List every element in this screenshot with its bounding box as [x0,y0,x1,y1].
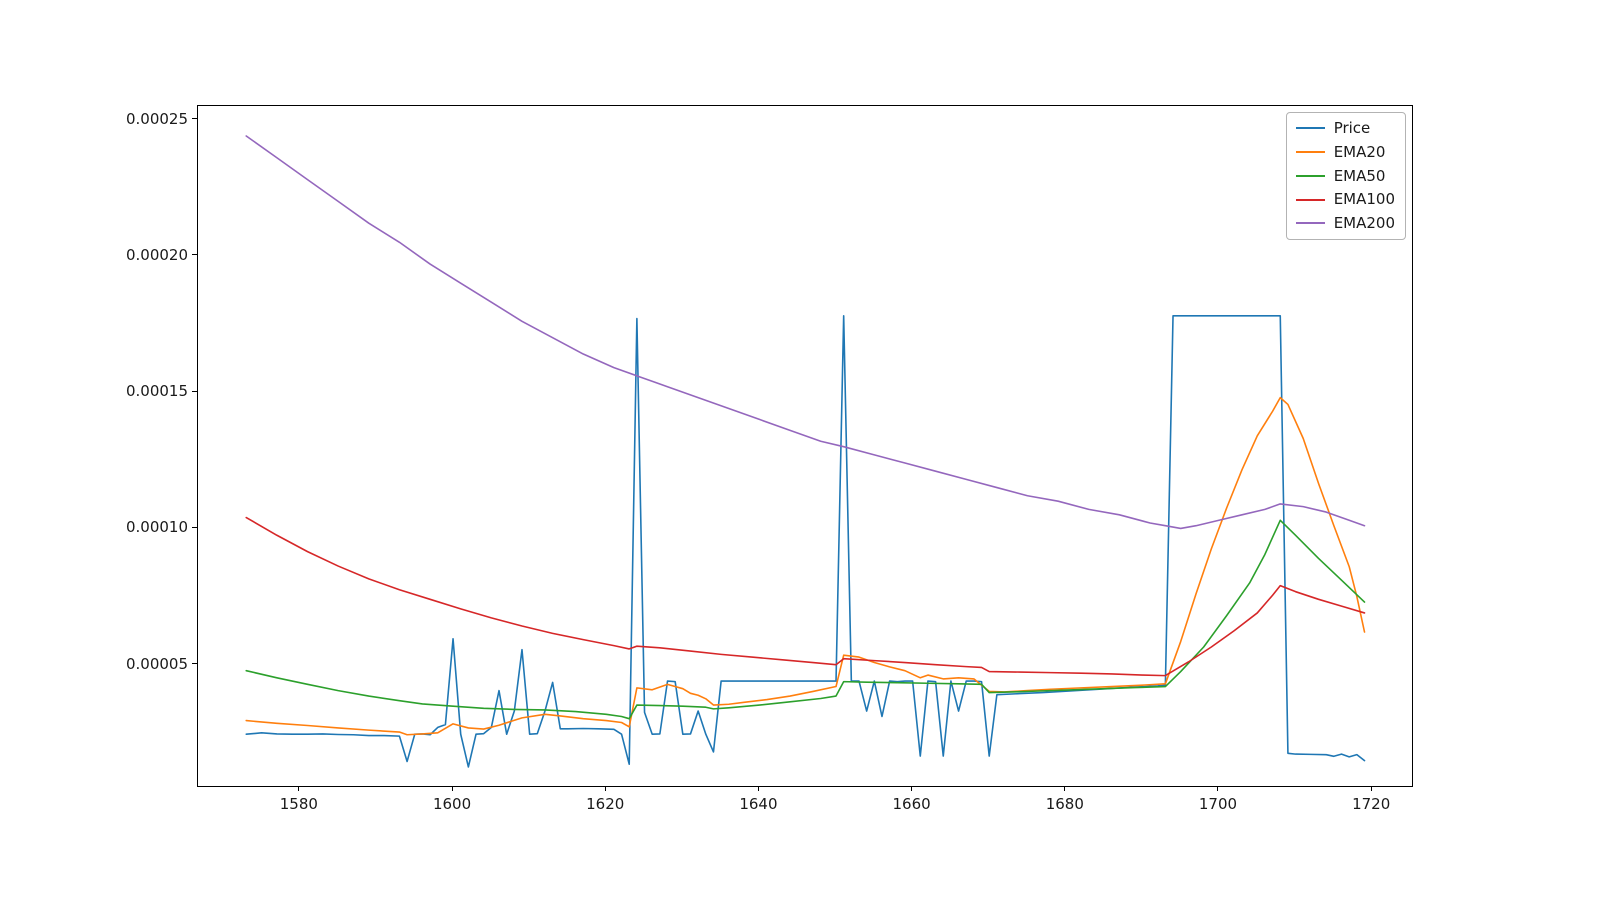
x-tick-label: 1620 [586,795,625,813]
legend-item: EMA50 [1295,166,1395,186]
legend-line-swatch [1295,127,1325,130]
x-tick-label: 1680 [1045,795,1084,813]
legend-line-swatch [1295,222,1325,225]
series-line-ema20 [245,396,1366,736]
y-tick-label: 0.00005 [125,654,188,673]
y-tick-label: 0.00020 [125,245,188,264]
x-tick-mark [1217,786,1219,791]
legend-line-swatch [1295,174,1325,177]
x-tick-mark [757,786,759,791]
legend-label: EMA200 [1333,214,1395,232]
legend-line-swatch [1295,151,1325,154]
legend-label: EMA100 [1333,190,1395,209]
x-tick-mark [604,786,606,791]
x-tick-label: 1580 [279,795,318,813]
y-tick-mark [192,663,197,665]
x-tick-label: 1600 [432,795,472,813]
y-tick-mark [192,254,197,256]
y-tick-mark [192,390,197,392]
y-tick-mark [192,526,197,528]
x-tick-mark [1064,786,1066,791]
series-line-ema100 [245,516,1366,677]
legend-item: EMA200 [1295,214,1395,233]
plot-area: Price EMA20 EMA50 EMA100 EMA200 [197,105,1413,787]
y-tick-label: 0.00015 [125,382,188,401]
x-tick-mark [451,786,453,791]
legend-line-swatch [1295,198,1325,201]
x-tick-mark [298,786,300,791]
x-tick-mark [1370,786,1372,791]
legend-label: EMA50 [1333,166,1386,185]
y-tick-label: 0.00025 [125,109,188,128]
legend-item: Price [1295,119,1395,138]
x-tick-label: 1640 [739,795,778,813]
legend-item: EMA100 [1295,190,1395,209]
y-tick-mark [192,118,197,120]
x-tick-label: 1660 [892,795,931,813]
legend-item: EMA20 [1295,142,1395,162]
legend-label: Price [1333,119,1371,137]
legend: Price EMA20 EMA50 EMA100 EMA200 [1285,112,1406,240]
y-tick-label: 0.00010 [125,518,188,537]
x-tick-label: 1720 [1352,795,1391,813]
series-line-price [245,315,1366,768]
x-tick-label: 1700 [1198,795,1238,813]
series-line-ema50 [245,519,1366,720]
x-tick-mark [911,786,913,791]
chart-lines [245,135,1366,768]
series-line-ema200 [245,135,1366,530]
legend-label: EMA20 [1333,142,1386,161]
